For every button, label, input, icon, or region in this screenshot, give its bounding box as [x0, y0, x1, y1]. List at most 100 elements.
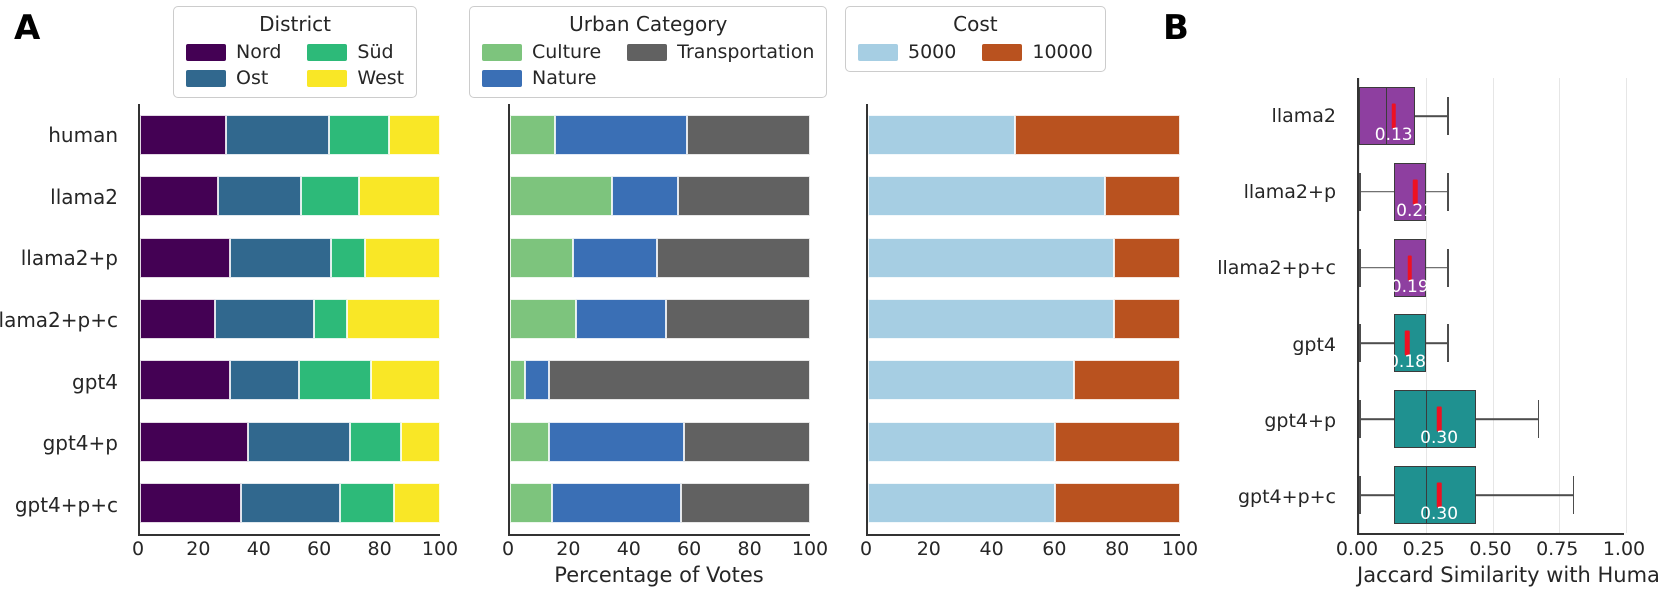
- chart-cost: [866, 104, 1180, 536]
- bar-segment-ost: [240, 483, 340, 524]
- bar-row: [868, 421, 1180, 462]
- swatch-icon: [982, 43, 1023, 61]
- bar-segment-west: [393, 483, 440, 524]
- bar-rows-district: [140, 104, 440, 534]
- legend-district: District Nord Ost Süd West: [173, 6, 418, 98]
- bar-segment-ost: [230, 360, 299, 401]
- bar-row: [510, 114, 810, 155]
- median-line: [1393, 314, 1396, 373]
- box-row: 0.18: [1359, 312, 1661, 374]
- legend-item-nord: Nord: [186, 41, 281, 63]
- bar-row: [868, 298, 1180, 339]
- legend-label: 10000: [1032, 41, 1093, 63]
- gridline: [1492, 78, 1494, 533]
- x-axis-ticks-cost: 0 20 40 60 80 100: [860, 538, 1198, 564]
- bar-segment-10000: [1114, 237, 1180, 278]
- median-line: [1425, 466, 1428, 525]
- bar-row: [510, 298, 810, 339]
- box-row: 0.21: [1359, 161, 1661, 223]
- bar-row: [510, 483, 810, 524]
- x-tick-label: 60: [677, 538, 702, 560]
- box-row: 0.13: [1359, 85, 1661, 147]
- whisker-low: [1359, 494, 1394, 496]
- legend-label: Ost: [236, 67, 269, 89]
- x-tick-label: 60: [307, 538, 332, 560]
- bar-segment-süd: [299, 360, 371, 401]
- bar-segment-transportation: [681, 483, 810, 524]
- bar-row: [868, 483, 1180, 524]
- gridline: [1359, 78, 1360, 533]
- mean-marker: [1407, 255, 1412, 281]
- legend-label: Nord: [236, 41, 282, 63]
- swatch-icon: [186, 69, 226, 87]
- x-axis-ticks-district: 0 20 40 60 80 100: [132, 538, 458, 564]
- legend-label: Transportation: [677, 41, 815, 63]
- x-tick-label: 100: [1161, 538, 1199, 560]
- bar-row: [868, 176, 1180, 217]
- x-tick-label: 40: [616, 538, 641, 560]
- y-axis-labels-panel-b: llama2 llama2+p llama2+p+c gpt4 gpt4+p gpt4+p…: [1150, 78, 1348, 535]
- y-tick-label: gpt4+p+c: [1237, 485, 1336, 508]
- x-tick-label: 40: [979, 538, 1004, 560]
- legend-urban-category: Urban Category Culture Nature Transporta…: [469, 6, 828, 98]
- bar-segment-transportation: [684, 421, 810, 462]
- bar-segment-ost: [218, 176, 301, 217]
- bar-segment-transportation: [657, 237, 810, 278]
- whisker-low: [1359, 342, 1394, 345]
- bar-segment-nature: [552, 483, 681, 524]
- x-tick-label: 40: [246, 538, 271, 560]
- bar-segment-nord: [140, 360, 230, 401]
- bar-segment-nature: [573, 237, 657, 278]
- legend-urban-title: Urban Category: [569, 12, 728, 36]
- legend-item-west: West: [307, 67, 404, 89]
- swatch-icon: [627, 43, 668, 61]
- gridline: [1425, 78, 1427, 533]
- bar-segment-nature: [525, 360, 549, 401]
- whisker-high: [1425, 266, 1448, 269]
- bar-segment-nature: [612, 176, 678, 217]
- legend-cost-items: 5000 10000: [858, 41, 1093, 63]
- whisker-cap-high: [1537, 400, 1540, 439]
- y-tick-label: llama2+p: [20, 246, 118, 271]
- box-mean-label: 0.18: [1388, 352, 1426, 373]
- bar-segment-west: [365, 237, 440, 278]
- bar-segment-10000: [1055, 483, 1180, 524]
- panel-letter-b: B: [1163, 8, 1189, 48]
- bar-segment-nord: [140, 114, 226, 155]
- x-tick-label: 0: [131, 538, 145, 560]
- x-tick-label: 0.25: [1402, 538, 1445, 560]
- x-axis-label-jaccard: Jaccard Similarity with Human Votes: [1357, 563, 1661, 587]
- x-tick-label: 0.75: [1536, 538, 1579, 560]
- x-tick-label: 0.00: [1335, 538, 1379, 560]
- box-iqr: [1393, 466, 1477, 525]
- bar-segment-süd: [329, 114, 389, 155]
- whisker-cap-low: [1359, 476, 1361, 515]
- bar-segment-süd: [300, 176, 359, 217]
- whisker-low: [1359, 190, 1394, 193]
- bar-row: [510, 176, 810, 217]
- plot-area-district: [138, 104, 440, 536]
- y-tick-label: gpt4+p: [42, 431, 118, 456]
- median-line: [1425, 390, 1428, 449]
- legend-label: 5000: [908, 41, 957, 63]
- box-mean-label: 0.21: [1396, 200, 1434, 221]
- bar-segment-5000: [868, 176, 1106, 217]
- box-row: 0.19: [1359, 237, 1661, 299]
- bar-segment-nord: [140, 483, 241, 524]
- bar-row: [140, 176, 440, 217]
- whisker-cap-high: [1447, 324, 1449, 363]
- bar-segment-culture: [510, 237, 573, 278]
- legend-urban-items: Culture Nature Transportation: [482, 41, 814, 89]
- legend-item-sud: Süd: [307, 41, 404, 63]
- x-tick-label: 20: [556, 538, 581, 560]
- bar-row: [510, 360, 810, 401]
- bar-segment-ost: [225, 114, 329, 155]
- bar-row: [510, 421, 810, 462]
- bar-segment-nord: [140, 176, 218, 217]
- y-tick-label: llama2+p: [1243, 181, 1336, 204]
- bar-segment-nature: [576, 298, 666, 339]
- chart-district: [138, 104, 440, 536]
- bar-segment-5000: [868, 114, 1015, 155]
- swatch-icon: [482, 69, 522, 87]
- legend-label: Nature: [532, 67, 597, 89]
